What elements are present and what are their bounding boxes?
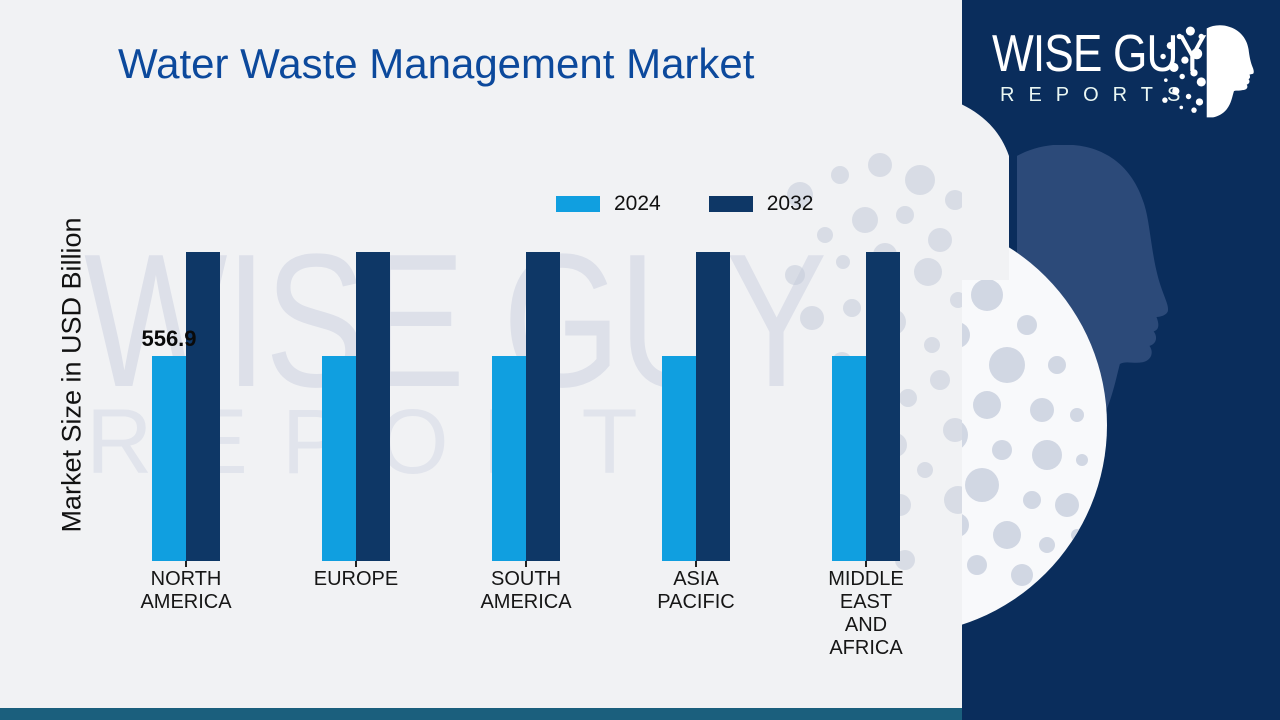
category-label-south-america: SOUTH AMERICA bbox=[436, 568, 616, 614]
bar-2024-south-america bbox=[492, 356, 526, 561]
bar-2032-middle-east-and-africa bbox=[866, 252, 900, 561]
category-label-line: PACIFIC bbox=[657, 591, 735, 613]
brand-panel: WISE GUY REPORTS bbox=[962, 0, 1280, 720]
category-label-line: NORTH bbox=[150, 568, 222, 590]
bar-2024-asia-pacific bbox=[662, 356, 696, 561]
legend-item-2032: 2032 bbox=[708, 192, 814, 216]
category-label-line: ASIA bbox=[673, 568, 719, 590]
category-label-line: AND bbox=[844, 614, 888, 636]
page-title: Water Waste Management Market bbox=[118, 40, 755, 87]
legend-swatch-2032 bbox=[708, 196, 753, 212]
category-label-line: AMERICA bbox=[480, 591, 572, 613]
logo-wordmark: WISE GUY bbox=[992, 25, 1207, 83]
category-label-line: EAST bbox=[839, 591, 893, 613]
x-tick-asia-pacific bbox=[695, 561, 697, 567]
category-label-line: AFRICA bbox=[829, 637, 903, 659]
circle-dotted-face bbox=[962, 279, 1088, 586]
bar-2032-asia-pacific bbox=[696, 252, 730, 561]
chart-legend: 2024 2032 bbox=[556, 192, 813, 216]
x-tick-europe bbox=[355, 561, 357, 567]
category-label-line: MIDDLE bbox=[828, 568, 904, 590]
legend-label-2032: 2032 bbox=[766, 192, 814, 215]
legend-swatch-2024 bbox=[556, 196, 600, 212]
logo-subtitle: REPORTS bbox=[1000, 84, 1195, 107]
panel-notch bbox=[962, 104, 1009, 280]
category-label-line: AMERICA bbox=[140, 591, 232, 613]
x-tick-middle-east-and-africa bbox=[865, 561, 867, 567]
footer-accent-bar bbox=[0, 708, 1280, 720]
x-tick-south-america bbox=[525, 561, 527, 567]
bar-2024-north-america bbox=[152, 356, 186, 561]
x-tick-north-america bbox=[185, 561, 187, 567]
bar-2032-north-america bbox=[186, 252, 220, 561]
data-label-556.9: 556.9 bbox=[141, 326, 197, 351]
category-label-north-america: NORTH AMERICA bbox=[96, 568, 276, 614]
logo-face-icon bbox=[1160, 25, 1254, 118]
category-label-line: SOUTH bbox=[491, 568, 561, 590]
category-label-asia-pacific: ASIA PACIFIC bbox=[606, 568, 786, 614]
bar-2032-europe bbox=[356, 252, 390, 561]
category-label-europe: EUROPE bbox=[266, 568, 446, 591]
category-label-line: EUROPE bbox=[313, 568, 399, 590]
legend-item-2024: 2024 bbox=[556, 192, 661, 216]
legend-label-2024: 2024 bbox=[614, 192, 661, 215]
bar-2024-europe bbox=[322, 356, 356, 561]
logo: WISE GUY REPORTS bbox=[992, 25, 1244, 107]
category-label-middle-east-and-africa: MIDDLE EAST AND AFRICA bbox=[776, 568, 956, 660]
bar-2032-south-america bbox=[526, 252, 560, 561]
bar-2024-middle-east-and-africa bbox=[832, 356, 866, 561]
